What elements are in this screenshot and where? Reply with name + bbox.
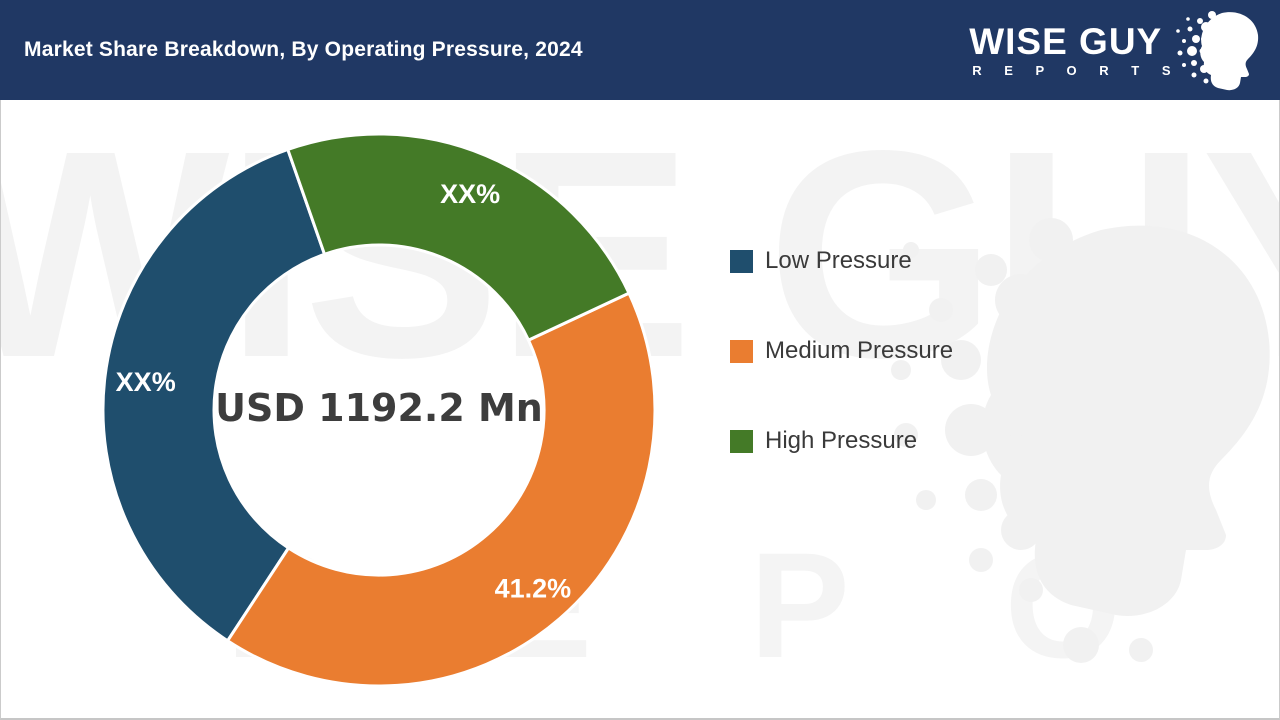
slice-label-high-pressure: XX% bbox=[440, 179, 500, 209]
donut-segment-low-pressure bbox=[101, 148, 326, 643]
logo-wordmark: WISE GUY bbox=[969, 20, 1163, 62]
slice-label-low-pressure: XX% bbox=[116, 367, 176, 397]
donut-segment-medium-pressure bbox=[226, 291, 657, 688]
chart-area: WISE GUY R E P O R T S XX%41.2%XX% USD 1… bbox=[0, 100, 1280, 720]
slice-label-medium-pressure: 41.2% bbox=[495, 573, 572, 603]
wiseguy-head-icon bbox=[1176, 11, 1259, 91]
legend-swatch-high-pressure bbox=[730, 429, 753, 453]
legend-label-low-pressure: Low Pressure bbox=[765, 247, 912, 274]
page-title: Market Share Breakdown, By Operating Pre… bbox=[24, 38, 583, 61]
legend-label-medium-pressure: Medium Pressure bbox=[765, 337, 954, 364]
legend-swatch-medium-pressure bbox=[730, 339, 753, 363]
chart-center-value: USD 1192.2 Mn bbox=[215, 386, 543, 430]
legend-item-high-pressure: High Pressure bbox=[730, 427, 953, 454]
logo-subtitle: R E P O R T S bbox=[972, 62, 1180, 78]
legend-swatch-low-pressure bbox=[730, 249, 753, 273]
legend-label-high-pressure: High Pressure bbox=[765, 427, 918, 454]
header: Market Share Breakdown, By Operating Pre… bbox=[0, 0, 1280, 100]
donut-chart: XX% 41.2% XX% bbox=[101, 132, 657, 688]
legend: Low Pressure Medium Pressure High Pressu… bbox=[730, 247, 954, 518]
legend-item-low-pressure: Low Pressure bbox=[730, 247, 953, 274]
legend-item-medium-pressure: Medium Pressure bbox=[730, 337, 954, 364]
logo-text: WISE GUY R E P O R T S bbox=[969, 23, 1180, 78]
wiseguy-logo: WISE GUY R E P O R T S bbox=[969, 7, 1262, 93]
donut-segment-high-pressure bbox=[286, 132, 631, 342]
